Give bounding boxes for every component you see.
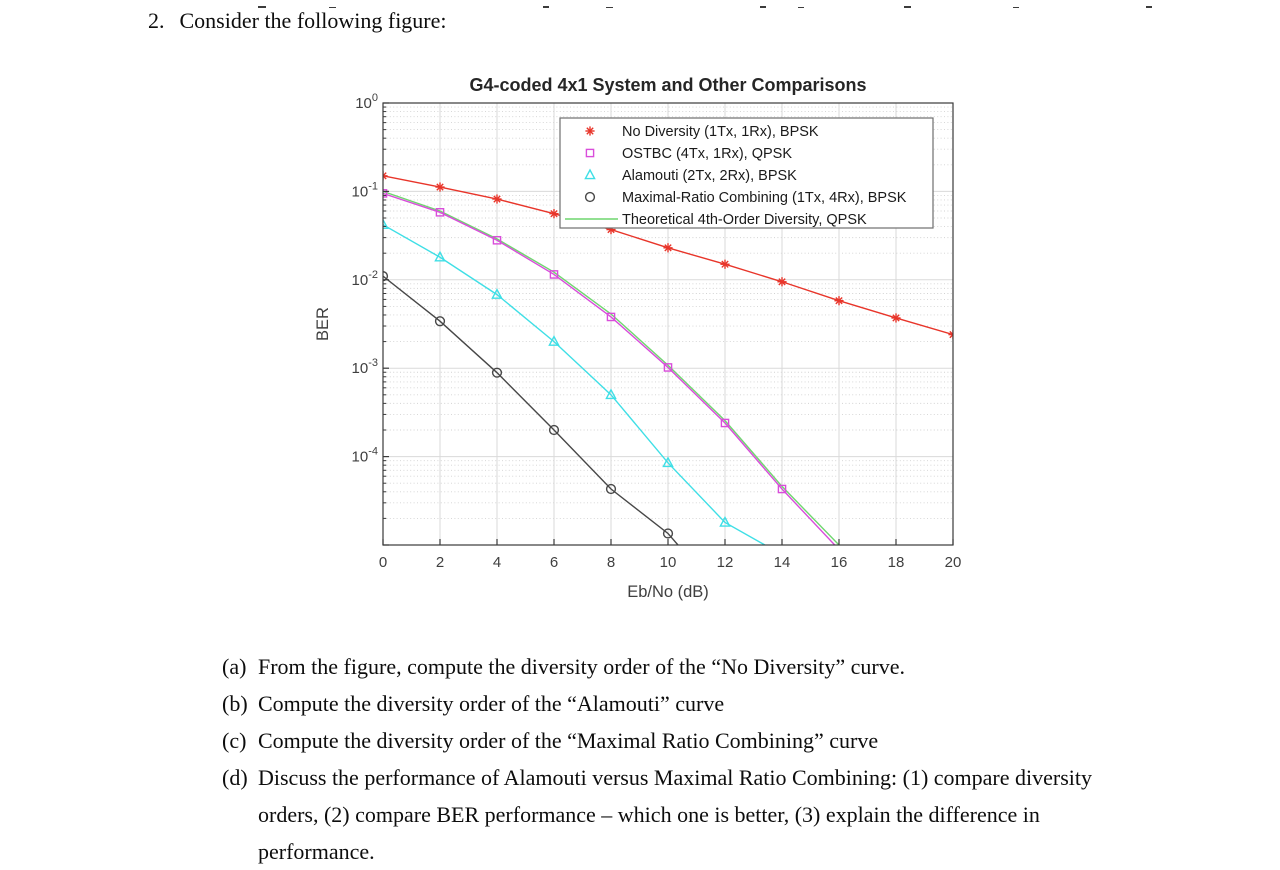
x-tick-label: 12 xyxy=(717,554,734,571)
asterisk-marker-icon xyxy=(435,182,445,192)
question-b: (b) Compute the diversity order of the “… xyxy=(222,685,1142,722)
question-text: Discuss the performance of Alamouti vers… xyxy=(258,765,1092,864)
x-tick-label: 0 xyxy=(379,554,387,571)
y-tick-label: 10-4 xyxy=(352,446,378,466)
square-marker-icon xyxy=(663,363,673,372)
series-ostbc-4tx-1rx-qpsk xyxy=(383,189,836,545)
question-a: (a) From the figure, compute the diversi… xyxy=(222,648,1142,685)
circle-marker-icon xyxy=(584,191,596,203)
triangle-marker-icon xyxy=(491,288,503,299)
x-axis-label: Eb/No (dB) xyxy=(627,583,709,601)
x-tick-label: 16 xyxy=(831,554,848,571)
asterisk-marker-icon xyxy=(948,329,953,340)
question-text: Compute the diversity order of the “Alam… xyxy=(258,691,725,716)
triangle-marker-icon xyxy=(719,515,731,527)
square-marker-icon xyxy=(492,235,502,245)
asterisk-marker-icon xyxy=(777,277,787,287)
question-c: (c) Compute the diversity order of the “… xyxy=(222,722,1142,759)
triangle-marker-icon xyxy=(584,168,596,180)
question-d: (d) Discuss the performance of Alamouti … xyxy=(222,759,1142,870)
question-label: (c) xyxy=(222,728,247,753)
circle-marker-icon xyxy=(491,367,503,378)
legend-entry-alamouti-2tx-2rx-bpsk: Alamouti (2Tx, 2Rx), BPSK xyxy=(622,168,797,184)
x-tick-label: 18 xyxy=(888,554,905,571)
question-label: (a) xyxy=(222,654,247,679)
legend-entry-theoretical-4th-order-diversity-qpsk: Theoretical 4th-Order Diversity, QPSK xyxy=(622,212,867,228)
square-marker-icon xyxy=(720,418,730,428)
triangle-marker-icon xyxy=(434,250,446,262)
asterisk-marker-icon xyxy=(492,194,502,204)
tick-labels: 0 2 4 6 8 10 12 14 16 18 20 100 10-1 10-2 10-3 10-4 xyxy=(352,92,962,571)
y-tick-label: 100 xyxy=(355,92,378,112)
square-marker-icon xyxy=(777,484,787,494)
chart-title: G4-coded 4x1 System and Other Comparison… xyxy=(469,75,866,95)
ber-figure: 0 2 4 6 8 10 12 14 16 18 20 100 10-1 10-2 10-3 10-4 G4-c… xyxy=(300,68,980,613)
y-tick-label: 10-2 xyxy=(352,269,378,289)
clipped-text-fragments-icon xyxy=(258,6,1152,8)
clipped-previous-line xyxy=(0,0,1280,8)
legend: No Diversity (1Tx, 1Rx), BPSK OSTBC (4Tx,… xyxy=(559,117,934,229)
triangle-marker-icon xyxy=(383,218,389,230)
circle-marker-icon xyxy=(605,483,617,495)
question-text: From the figure, compute the diversity o… xyxy=(258,654,905,679)
y-axis-label: BER xyxy=(314,307,332,341)
question-text: Compute the diversity order of the “Maxi… xyxy=(258,728,879,753)
x-tick-label: 20 xyxy=(945,554,962,571)
asterisk-marker-icon xyxy=(549,209,559,219)
series-alamouti-2tx-2rx-bpsk xyxy=(383,218,766,545)
legend-entry-maximal-ratio-combining-1tx-4rx-bpsk: Maximal-Ratio Combining (1Tx, 4Rx), BPSK xyxy=(622,190,907,206)
asterisk-marker-icon xyxy=(720,259,730,269)
y-tick-label: 10-1 xyxy=(352,180,378,200)
x-tick-label: 8 xyxy=(607,554,615,571)
circle-marker-icon xyxy=(662,528,674,539)
asterisk-marker-icon xyxy=(891,313,901,323)
x-tick-label: 4 xyxy=(493,554,501,571)
triangle-marker-icon xyxy=(662,456,674,468)
circle-marker-icon xyxy=(434,316,446,327)
series-no-diversity-1tx-1rx-bpsk xyxy=(383,171,953,340)
problem-heading-text: Consider the following figure: xyxy=(179,8,447,33)
circle-marker-icon xyxy=(383,271,389,282)
x-tick-label: 2 xyxy=(436,554,444,571)
asterisk-marker-icon xyxy=(585,126,595,136)
question-label: (d) xyxy=(222,765,248,790)
series-maximal-ratio-combining-1tx-4rx-bpsk xyxy=(383,271,679,545)
legend-entry-ostbc-4tx-1rx-qpsk: OSTBC (4Tx, 1Rx), QPSK xyxy=(622,146,792,162)
triangle-marker-icon xyxy=(605,388,617,400)
problem-heading: 2. Consider the following figure: xyxy=(148,8,447,34)
question-label: (b) xyxy=(222,691,248,716)
triangle-marker-icon xyxy=(548,335,560,346)
x-tick-label: 10 xyxy=(660,554,677,571)
problem-number: 2. xyxy=(148,8,165,33)
x-tick-label: 14 xyxy=(774,554,791,571)
square-marker-icon xyxy=(435,208,445,217)
x-tick-label: 6 xyxy=(550,554,558,571)
circle-marker-icon xyxy=(548,424,560,436)
question-list: (a) From the figure, compute the diversi… xyxy=(222,648,1142,870)
axes xyxy=(382,102,954,546)
square-marker-icon xyxy=(585,148,595,158)
ber-chart-svg: 0 2 4 6 8 10 12 14 16 18 20 100 10-1 10-2 10-3 10-4 G4-c… xyxy=(300,68,980,613)
square-marker-icon xyxy=(606,312,616,322)
asterisk-marker-icon xyxy=(383,171,388,181)
y-tick-label: 10-3 xyxy=(352,357,378,377)
square-marker-icon xyxy=(549,270,559,279)
legend-entry-no-diversity-1tx-1rx-bpsk: No Diversity (1Tx, 1Rx), BPSK xyxy=(622,124,819,140)
asterisk-marker-icon xyxy=(834,296,844,306)
asterisk-marker-icon xyxy=(663,243,673,253)
